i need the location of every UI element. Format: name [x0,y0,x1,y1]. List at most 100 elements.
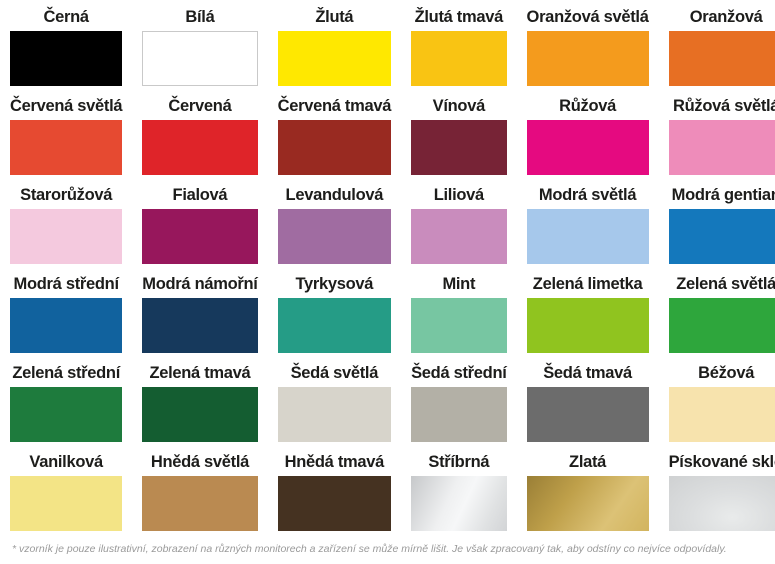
swatch-label: Hnědá světlá [150,453,250,471]
swatch-label: Zelená limetka [532,275,643,293]
color-swatch[interactable] [277,476,392,531]
swatch-label: Zelená střední [12,364,120,382]
swatch-cell: Starorůžová [10,184,123,264]
swatch-cell: Modrá střední [10,273,123,353]
swatch-label: Fialová [172,186,228,204]
swatch-label: Růžová [559,97,616,115]
swatch-label: Zlatá [569,453,607,471]
color-swatch[interactable] [10,387,123,442]
color-swatch[interactable] [526,476,649,531]
swatch-label: Šedá tmavá [543,364,632,382]
swatch-label: Béžová [698,364,755,382]
color-swatch[interactable] [668,387,775,442]
color-swatch[interactable] [411,209,507,264]
swatch-label: Žlutá tmavá [414,8,504,26]
swatch-label: Šedá střední [411,364,507,382]
swatch-cell: Růžová [526,95,649,175]
color-swatch[interactable] [668,120,775,175]
swatch-label: Pískované sklo [668,453,775,471]
color-swatch[interactable] [277,209,392,264]
swatch-label: Levandulová [285,186,384,204]
swatch-cell: Stříbrná [411,451,507,531]
color-swatch[interactable] [277,31,392,86]
color-swatch[interactable] [10,298,123,353]
swatch-cell: Béžová [668,362,775,442]
swatch-label: Žlutá [315,8,354,26]
color-swatch[interactable] [10,120,123,175]
swatch-cell: Oranžová [668,6,775,86]
swatch-label: Černá [43,8,90,26]
color-swatch[interactable] [10,476,123,531]
swatch-label: Tyrkysová [295,275,374,293]
swatch-cell: Liliová [411,184,507,264]
swatch-cell: Červená [142,95,258,175]
swatch-label: Mint [442,275,476,293]
color-swatch[interactable] [277,120,392,175]
swatch-label: Modrá námořní [142,275,258,293]
swatch-label: Červená tmavá [277,97,392,115]
swatch-cell: Šedá tmavá [526,362,649,442]
swatch-label: Oranžová [689,8,763,26]
color-swatch[interactable] [277,387,392,442]
color-swatch[interactable] [142,31,258,86]
color-swatch[interactable] [668,298,775,353]
color-swatch[interactable] [10,209,123,264]
swatch-cell: Červená tmavá [277,95,392,175]
swatch-label: Vanilková [29,453,103,471]
swatch-cell: Modrá námořní [142,273,258,353]
color-swatch[interactable] [526,31,649,86]
swatch-label: Vínová [432,97,486,115]
swatch-label: Starorůžová [20,186,113,204]
swatch-cell: Zelená střední [10,362,123,442]
color-swatch[interactable] [142,120,258,175]
swatch-cell: Zelená světlá [668,273,775,353]
color-swatch[interactable] [411,387,507,442]
swatch-label: Modrá světlá [538,186,637,204]
swatch-cell: Tyrkysová [277,273,392,353]
color-swatch[interactable] [526,209,649,264]
swatch-label: Bílá [185,8,215,26]
swatch-cell: Žlutá [277,6,392,86]
color-swatch[interactable] [668,209,775,264]
swatch-label: Modrá gentian [671,186,775,204]
swatch-cell: Mint [411,273,507,353]
swatch-label: Oranžová světlá [526,8,649,26]
swatch-cell: Modrá světlá [526,184,649,264]
swatch-cell: Levandulová [277,184,392,264]
color-swatch[interactable] [142,209,258,264]
swatch-label: Červená [168,97,232,115]
color-swatch[interactable] [526,120,649,175]
swatch-cell: Zlatá [526,451,649,531]
color-swatch[interactable] [277,298,392,353]
color-swatch[interactable] [668,476,775,531]
color-swatch[interactable] [411,476,507,531]
swatch-cell: Šedá střední [411,362,507,442]
swatch-cell: Šedá světlá [277,362,392,442]
swatch-cell: Vínová [411,95,507,175]
color-swatch[interactable] [411,31,507,86]
swatch-cell: Hnědá tmavá [277,451,392,531]
swatch-cell: Hnědá světlá [142,451,258,531]
swatch-cell: Oranžová světlá [526,6,649,86]
color-swatch[interactable] [142,476,258,531]
color-swatch[interactable] [10,31,123,86]
swatch-cell: Zelená tmavá [142,362,258,442]
color-swatch[interactable] [411,298,507,353]
swatch-cell: Růžová světlá [668,95,775,175]
color-swatch[interactable] [526,298,649,353]
color-swatch[interactable] [668,31,775,86]
swatch-cell: Fialová [142,184,258,264]
swatch-cell: Černá [10,6,123,86]
color-swatch[interactable] [142,387,258,442]
swatch-cell: Modrá gentian [668,184,775,264]
swatch-grid: Černá Bílá Žlutá Žlutá tmavá Oranžová sv… [10,6,775,531]
color-swatch[interactable] [142,298,258,353]
color-swatch[interactable] [411,120,507,175]
swatch-cell: Zelená limetka [526,273,649,353]
swatch-label: Liliová [433,186,484,204]
swatch-cell: Bílá [142,6,258,86]
swatch-label: Zelená tmavá [149,364,251,382]
color-swatch[interactable] [526,387,649,442]
swatch-label: Modrá střední [13,275,120,293]
